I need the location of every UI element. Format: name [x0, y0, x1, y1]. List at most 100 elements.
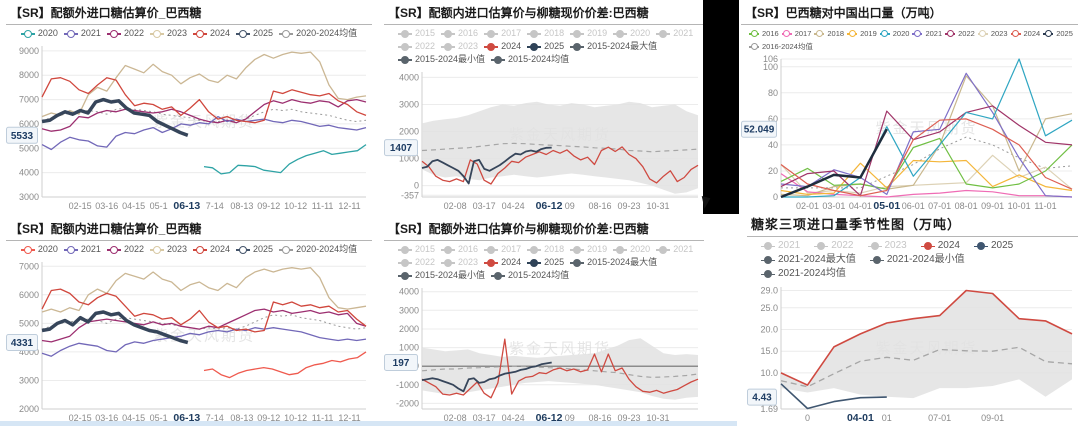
legend-item-2021[interactable]: 2021	[656, 244, 693, 255]
x-tick-label: 03-16	[95, 201, 118, 211]
legend-item-2015-2024最小值[interactable]: 2015-2024最小值	[398, 270, 485, 281]
legend-item-2025[interactable]: 2025	[236, 28, 273, 39]
x-tick-label: 08-01	[955, 201, 978, 211]
legend-item-2025[interactable]: 2025	[236, 244, 273, 255]
legend-item-2016-2024均值[interactable]: 2016-2024均值	[749, 41, 813, 52]
legend-item-2023[interactable]: 2023	[441, 257, 478, 268]
legend-label: 2025	[253, 28, 274, 38]
chart-legend: 2020 2021 2022 2023 2024 2025 2020-2024均值	[6, 241, 372, 256]
legend-item-2020-2024均值[interactable]: 2020-2024均值	[279, 244, 357, 255]
legend-item-2015[interactable]: 2015	[398, 244, 435, 255]
legend-item-2015[interactable]: 2015	[398, 28, 435, 39]
x-tick-label: 04-15	[122, 201, 145, 211]
legend-item-2020[interactable]: 2020	[20, 244, 58, 255]
legend-item-2018[interactable]: 2018	[527, 244, 564, 255]
legend-item-2022[interactable]: 2022	[398, 41, 435, 52]
legend-item-2020[interactable]: 2020	[613, 244, 650, 255]
legend-item-2025[interactable]: 2025	[974, 240, 1013, 252]
legend-item-2023[interactable]: 2023	[977, 28, 1008, 39]
legend-item-2023[interactable]: 2023	[149, 244, 187, 255]
series-line-2021	[41, 115, 367, 151]
legend-item-2021[interactable]: 2021	[63, 28, 101, 39]
legend-item-2017[interactable]: 2017	[484, 28, 521, 39]
legend-item-2022[interactable]: 2022	[106, 28, 144, 39]
legend-item-2020[interactable]: 2020	[20, 28, 58, 39]
legend-item-2024[interactable]: 2024	[193, 28, 230, 39]
legend-marker-icon	[974, 242, 988, 251]
y-tick-label: 3000	[399, 305, 419, 315]
y-tick-label: 3000	[19, 192, 39, 202]
y-tick-label: 20	[768, 166, 778, 176]
legend-item-2022[interactable]: 2022	[945, 28, 975, 39]
legend-item-2021[interactable]: 2021	[63, 244, 101, 255]
legend-label: 2017	[501, 28, 522, 38]
legend-item-2020-2024均值[interactable]: 2020-2024均值	[279, 28, 357, 39]
legend-marker-icon	[613, 245, 628, 254]
legend-label: 2016	[762, 29, 779, 38]
legend-label: 2024	[937, 240, 960, 251]
y-tick-label: 20.0	[760, 325, 778, 335]
current-value-badge: 5533	[6, 126, 38, 144]
legend-item-2015-2024最大值[interactable]: 2015-2024最大值	[570, 41, 657, 52]
legend-item-2022[interactable]: 2022	[814, 240, 854, 252]
window-edge-strip	[0, 421, 737, 426]
legend-item-2017[interactable]: 2017	[484, 244, 521, 255]
legend-item-2015-2024均值[interactable]: 2015-2024均值	[491, 270, 569, 281]
legend-item-2018[interactable]: 2018	[814, 28, 844, 39]
legend-item-2025[interactable]: 2025	[527, 257, 564, 268]
svg-text:197: 197	[393, 358, 410, 369]
legend-item-2021[interactable]: 2021	[656, 28, 693, 39]
legend-item-2023[interactable]: 2023	[149, 28, 187, 39]
legend-item-2016[interactable]: 2016	[749, 28, 779, 39]
legend-item-2025[interactable]: 2025	[527, 41, 564, 52]
legend-item-2024[interactable]: 2024	[920, 240, 960, 252]
legend-item-2024[interactable]: 2024	[484, 41, 521, 52]
legend-item-2024[interactable]: 2024	[193, 244, 230, 255]
legend-item-2019[interactable]: 2019	[570, 244, 607, 255]
legend-marker-icon	[149, 29, 164, 38]
series-line-2023	[41, 51, 367, 118]
legend-marker-icon	[484, 29, 499, 38]
legend-item-2022[interactable]: 2022	[106, 244, 144, 255]
legend-item-2021-2024均值[interactable]: 2021-2024均值	[761, 268, 846, 280]
legend-marker-icon	[398, 42, 412, 51]
legend-marker-icon	[656, 29, 671, 38]
legend-item-2023[interactable]: 2023	[441, 41, 478, 52]
y-tick-label: 60	[768, 114, 778, 124]
x-tick-label: 0	[805, 413, 810, 423]
legend-marker-icon	[920, 242, 935, 251]
legend-item-2024[interactable]: 2024	[484, 257, 521, 268]
chart-legend: 2020 2021 2022 2023 2024 2025 2020-2024均值	[6, 25, 372, 40]
legend-item-2020[interactable]: 2020	[879, 28, 909, 39]
legend-item-2024[interactable]: 2024	[1010, 28, 1040, 39]
legend-item-2021-2024最大值[interactable]: 2021-2024最大值	[761, 254, 856, 266]
legend-item-2016[interactable]: 2016	[441, 28, 478, 39]
x-tick-label: 08-16	[588, 201, 611, 211]
x-tick-label: 11-11	[312, 201, 334, 211]
legend-item-2023[interactable]: 2023	[867, 240, 907, 252]
legend-item-2017[interactable]: 2017	[781, 28, 811, 39]
legend-item-2018[interactable]: 2018	[527, 28, 564, 39]
legend-item-2019[interactable]: 2019	[847, 28, 877, 39]
chart-legend: 2015 2016 2017 2018 2019 2020 2021 2022 2023 2024…	[384, 241, 704, 282]
legend-item-2015-2024均值[interactable]: 2015-2024均值	[491, 54, 569, 65]
x-tick-label: 09	[565, 413, 575, 423]
legend-label: 2016	[458, 28, 479, 38]
legend-item-2025[interactable]: 2025	[1043, 28, 1073, 39]
legend-item-2015-2024最大值[interactable]: 2015-2024最大值	[570, 257, 657, 268]
y-tick-label: 2000	[19, 404, 39, 414]
legend-item-2016[interactable]: 2016	[441, 244, 478, 255]
legend-item-2019[interactable]: 2019	[570, 28, 607, 39]
legend-item-2022[interactable]: 2022	[398, 257, 435, 268]
x-tick-label: 12-11	[338, 413, 360, 423]
legend-item-2015-2024最小值[interactable]: 2015-2024最小值	[398, 54, 485, 65]
legend-item-2021-2024最小值[interactable]: 2021-2024最小值	[869, 254, 965, 266]
legend-marker-icon	[279, 245, 294, 254]
legend-label: 2018	[544, 28, 565, 38]
legend-item-2021[interactable]: 2021	[761, 240, 800, 252]
x-tick-label: 02-15	[69, 201, 92, 211]
legend-item-2021[interactable]: 2021	[912, 28, 942, 39]
legend-item-2020[interactable]: 2020	[613, 28, 650, 39]
legend-label: 2015-2024最大值	[587, 41, 658, 51]
